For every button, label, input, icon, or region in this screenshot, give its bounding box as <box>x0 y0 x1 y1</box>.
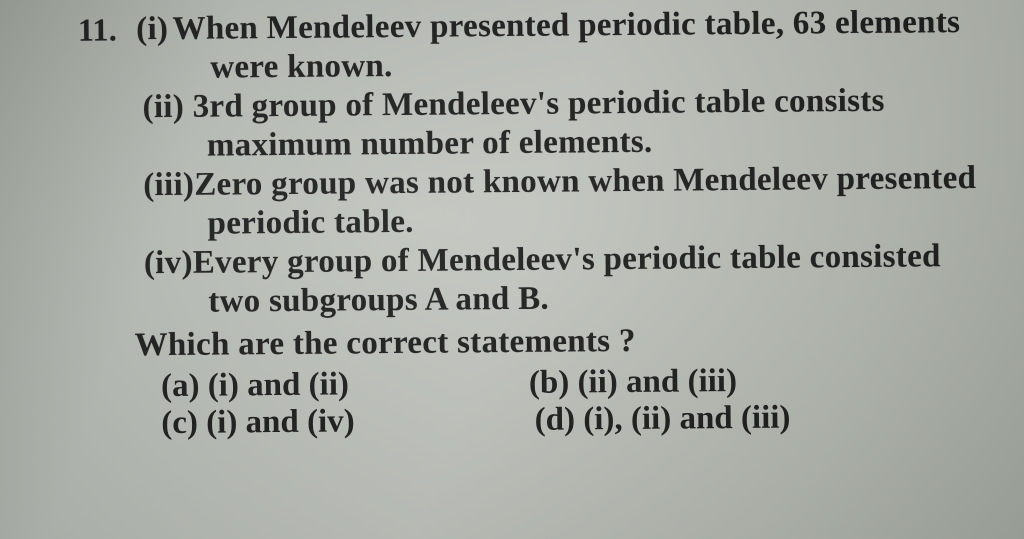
option-c: (c) (i) and (iv) <box>161 403 355 442</box>
item-iv-text-1: Every group of Mendeleev's periodic tabl… <box>193 238 941 281</box>
item-iii-line1: (iii)Zero group was not known when Mende… <box>143 160 993 204</box>
question-block: 11. (i) When Mendeleev presented periodi… <box>0 0 1024 539</box>
item-iii-text-1: Zero group was not known when Mendeleev … <box>194 160 976 203</box>
item-iii-text-2: periodic table. <box>207 199 993 243</box>
item-i-line1: 11. (i) When Mendeleev presented periodi… <box>78 4 992 49</box>
item-i-text-2: were known. <box>210 43 992 87</box>
item-iv-text-2: two subgroups A and B. <box>208 277 994 321</box>
option-a: (a) (i) and (ii) <box>161 366 349 405</box>
item-i-label: (i) <box>136 11 168 47</box>
item-ii-text-1: 3rd group of Mendeleev's periodic table … <box>192 83 884 125</box>
item-iv-line1: (iv)Every group of Mendeleev's periodic … <box>144 238 994 282</box>
item-iv-label: (iv) <box>144 245 193 281</box>
question-prompt: Which are the correct statements ? <box>134 320 994 365</box>
item-ii-text-2: maximum number of elements. <box>207 121 993 165</box>
item-ii-line1: (ii) 3rd group of Mendeleev's periodic t… <box>142 82 992 126</box>
question-number: 11. <box>78 11 132 48</box>
options-row-2: (c) (i) and (iv) (d) (i), (ii) and (iii) <box>161 398 995 442</box>
option-b: (b) (ii) and (iii) <box>529 363 737 402</box>
item-i-text-1: When Mendeleev presented periodic table,… <box>172 4 960 47</box>
option-d: (d) (i), (ii) and (iii) <box>535 400 791 439</box>
item-ii-label: (ii) <box>142 89 184 125</box>
options-block: (a) (i) and (ii) (b) (ii) and (iii) (c) … <box>161 361 996 442</box>
item-iii-label: (iii) <box>143 167 194 203</box>
